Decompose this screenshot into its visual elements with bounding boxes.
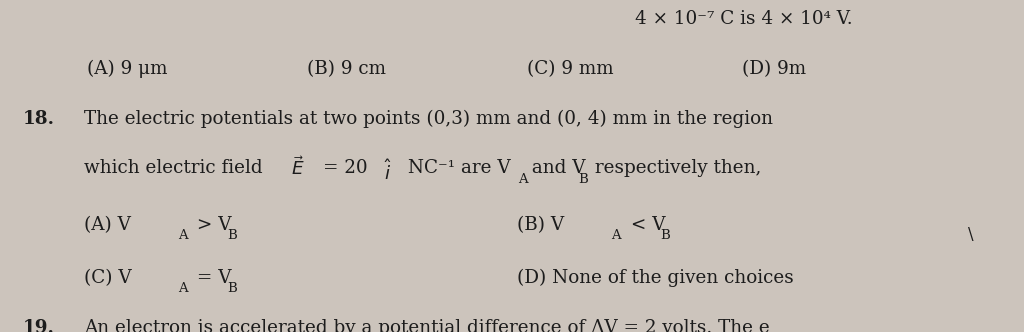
Text: B: B bbox=[227, 282, 238, 295]
Text: (B) V: (B) V bbox=[517, 216, 564, 234]
Text: $\hat{i}$: $\hat{i}$ bbox=[384, 159, 392, 184]
Text: A: A bbox=[178, 282, 187, 295]
Text: (B) 9 cm: (B) 9 cm bbox=[307, 60, 386, 78]
Text: The electric potentials at two points (0,3) mm and (0, 4) mm in the region: The electric potentials at two points (0… bbox=[84, 110, 773, 128]
Text: \: \ bbox=[968, 226, 973, 243]
Text: (A) V: (A) V bbox=[84, 216, 131, 234]
Text: 18.: 18. bbox=[23, 110, 54, 127]
Text: (A) 9 μm: (A) 9 μm bbox=[87, 60, 168, 78]
Text: $\vec{E}$: $\vec{E}$ bbox=[291, 156, 304, 179]
Text: > V: > V bbox=[191, 216, 232, 234]
Text: A: A bbox=[178, 229, 187, 242]
Text: B: B bbox=[579, 173, 589, 186]
Text: 19.: 19. bbox=[23, 319, 54, 332]
Text: (D) 9m: (D) 9m bbox=[742, 60, 807, 78]
Text: A: A bbox=[518, 173, 527, 186]
Text: (C) 9 mm: (C) 9 mm bbox=[527, 60, 614, 78]
Text: (D) None of the given choices: (D) None of the given choices bbox=[517, 269, 794, 287]
Text: NC⁻¹ are V: NC⁻¹ are V bbox=[402, 159, 511, 177]
Text: = 20: = 20 bbox=[323, 159, 368, 177]
Text: respectively then,: respectively then, bbox=[589, 159, 761, 177]
Text: = V: = V bbox=[191, 269, 232, 287]
Text: An electron is accelerated by a potential difference of ΔV = 2 volts. The e: An electron is accelerated by a potentia… bbox=[84, 319, 770, 332]
Text: which electric field: which electric field bbox=[84, 159, 268, 177]
Text: (C) V: (C) V bbox=[84, 269, 132, 287]
Text: < V: < V bbox=[625, 216, 666, 234]
Text: and V: and V bbox=[526, 159, 586, 177]
Text: B: B bbox=[227, 229, 238, 242]
Text: A: A bbox=[611, 229, 621, 242]
Text: 4 × 10⁻⁷ C is 4 × 10⁴ V.: 4 × 10⁻⁷ C is 4 × 10⁴ V. bbox=[635, 10, 853, 28]
Text: B: B bbox=[660, 229, 671, 242]
